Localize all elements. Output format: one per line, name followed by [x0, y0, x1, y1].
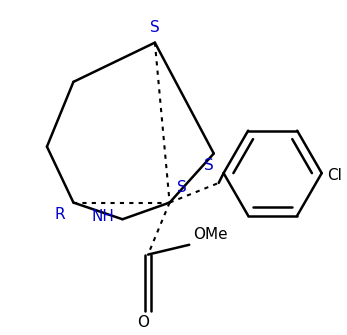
Text: S: S — [204, 158, 214, 173]
Text: OMe: OMe — [193, 227, 228, 242]
Text: Cl: Cl — [327, 168, 341, 183]
Text: R: R — [55, 207, 66, 222]
Text: S: S — [150, 20, 160, 35]
Text: S: S — [177, 180, 187, 195]
Text: O: O — [137, 316, 149, 330]
Text: NH: NH — [92, 209, 115, 224]
